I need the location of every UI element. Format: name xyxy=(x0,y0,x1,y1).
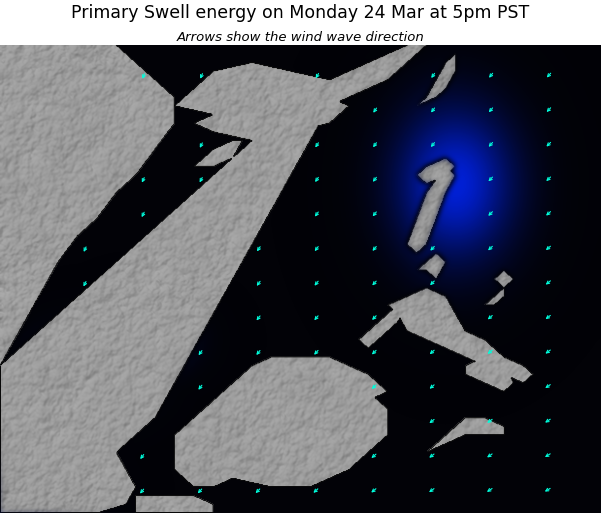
Text: Primary Swell energy on Monday 24 Mar at 5pm PST: Primary Swell energy on Monday 24 Mar at… xyxy=(72,4,529,22)
Text: Arrows show the wind wave direction: Arrows show the wind wave direction xyxy=(177,30,424,44)
